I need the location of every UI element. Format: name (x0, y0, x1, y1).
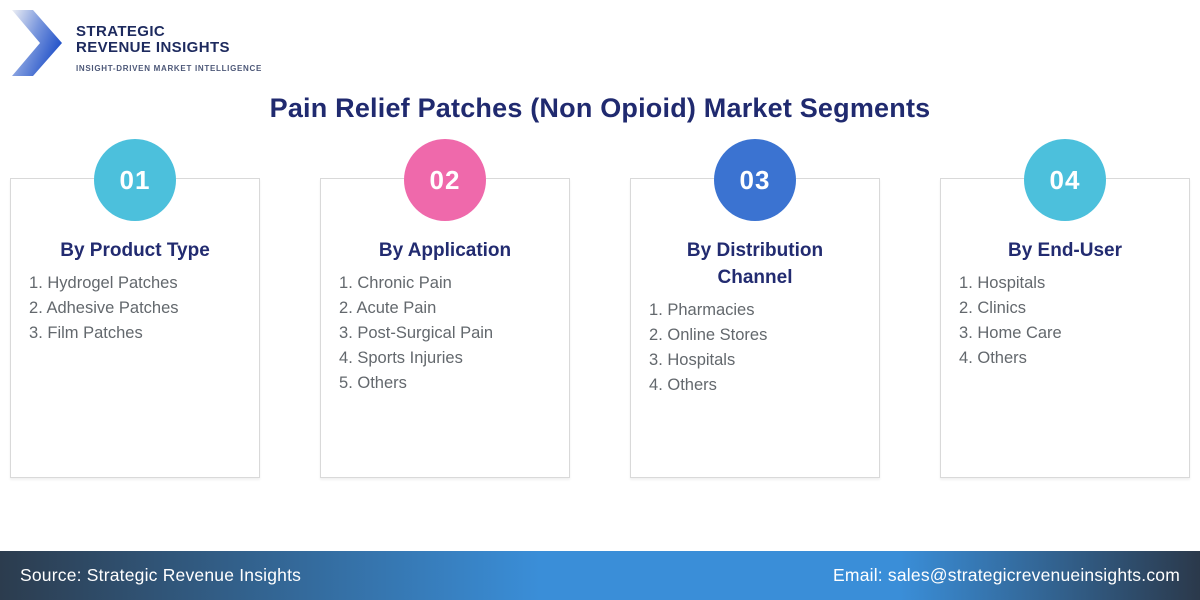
email-text: Email: sales@strategicrevenueinsights.co… (833, 565, 1180, 585)
list-item: Online Stores (667, 326, 768, 344)
list-item: Home Care (977, 324, 1062, 342)
list-item: Chronic Pain (357, 274, 452, 292)
segment-heading: By Application (378, 240, 512, 261)
list-item: Hydrogel Patches (47, 274, 178, 292)
list-item: Others (977, 349, 1027, 367)
segment-column-end-user: 04 By End-User Hospitals Clinics Home Ca… (940, 139, 1190, 478)
segment-list: Pharmacies Online Stores Hospitals Other… (631, 298, 879, 398)
footer-bar: Source: Strategic Revenue Insights Email… (0, 551, 1200, 600)
list-item: Acute Pain (356, 299, 437, 317)
list-item: Hospitals (977, 274, 1046, 292)
segment-list: Chronic Pain Acute Pain Post-Surgical Pa… (321, 271, 569, 396)
list-item: Pharmacies (667, 301, 755, 319)
logo: STRATEGIC REVENUE INSIGHTS INSIGHT-DRIVE… (12, 10, 262, 76)
source-text: Source: Strategic Revenue Insights (20, 565, 302, 585)
segment-number-badge: 01 (94, 139, 176, 221)
segment-card: By Application Chronic Pain Acute Pain P… (320, 178, 570, 478)
segment-column-product-type: 01 By Product Type Hydrogel Patches Adhe… (10, 139, 260, 478)
list-item: Clinics (977, 299, 1026, 317)
segment-column-application: 02 By Application Chronic Pain Acute Pai… (320, 139, 570, 478)
page-title: Pain Relief Patches (Non Opioid) Market … (269, 93, 931, 123)
list-item: Others (357, 374, 407, 392)
segment-number-badge: 02 (404, 139, 486, 221)
list-item: Adhesive Patches (46, 299, 179, 317)
segment-list: Hospitals Clinics Home Care Others (941, 271, 1189, 371)
segment-card: By End-User Hospitals Clinics Home Care … (940, 178, 1190, 478)
list-item: Others (667, 376, 717, 394)
logo-tagline: INSIGHT-DRIVEN MARKET INTELLIGENCE (76, 64, 263, 73)
segment-heading: By Distribution Channel (686, 240, 824, 288)
logo-line2: REVENUE INSIGHTS (76, 39, 230, 56)
list-item: Hospitals (667, 351, 736, 369)
segment-heading: By Product Type (60, 240, 210, 261)
segment-heading: By End-User (1007, 240, 1123, 261)
segment-number-badge: 04 (1024, 139, 1106, 221)
logo-line1: STRATEGIC (76, 23, 166, 40)
list-item: Post-Surgical Pain (357, 324, 494, 342)
list-item: Sports Injuries (357, 349, 463, 367)
logo-text: STRATEGIC REVENUE INSIGHTS INSIGHT-DRIVE… (76, 10, 263, 74)
list-item: Film Patches (47, 324, 143, 342)
segment-card: By Distribution Channel Pharmacies Onlin… (630, 178, 880, 478)
logo-chevron-icon (12, 10, 62, 76)
segment-column-distribution-channel: 03 By Distribution Channel Pharmacies On… (630, 139, 880, 478)
segment-card: By Product Type Hydrogel Patches Adhesiv… (10, 178, 260, 478)
segment-list: Hydrogel Patches Adhesive Patches Film P… (11, 271, 259, 346)
segment-number-badge: 03 (714, 139, 796, 221)
